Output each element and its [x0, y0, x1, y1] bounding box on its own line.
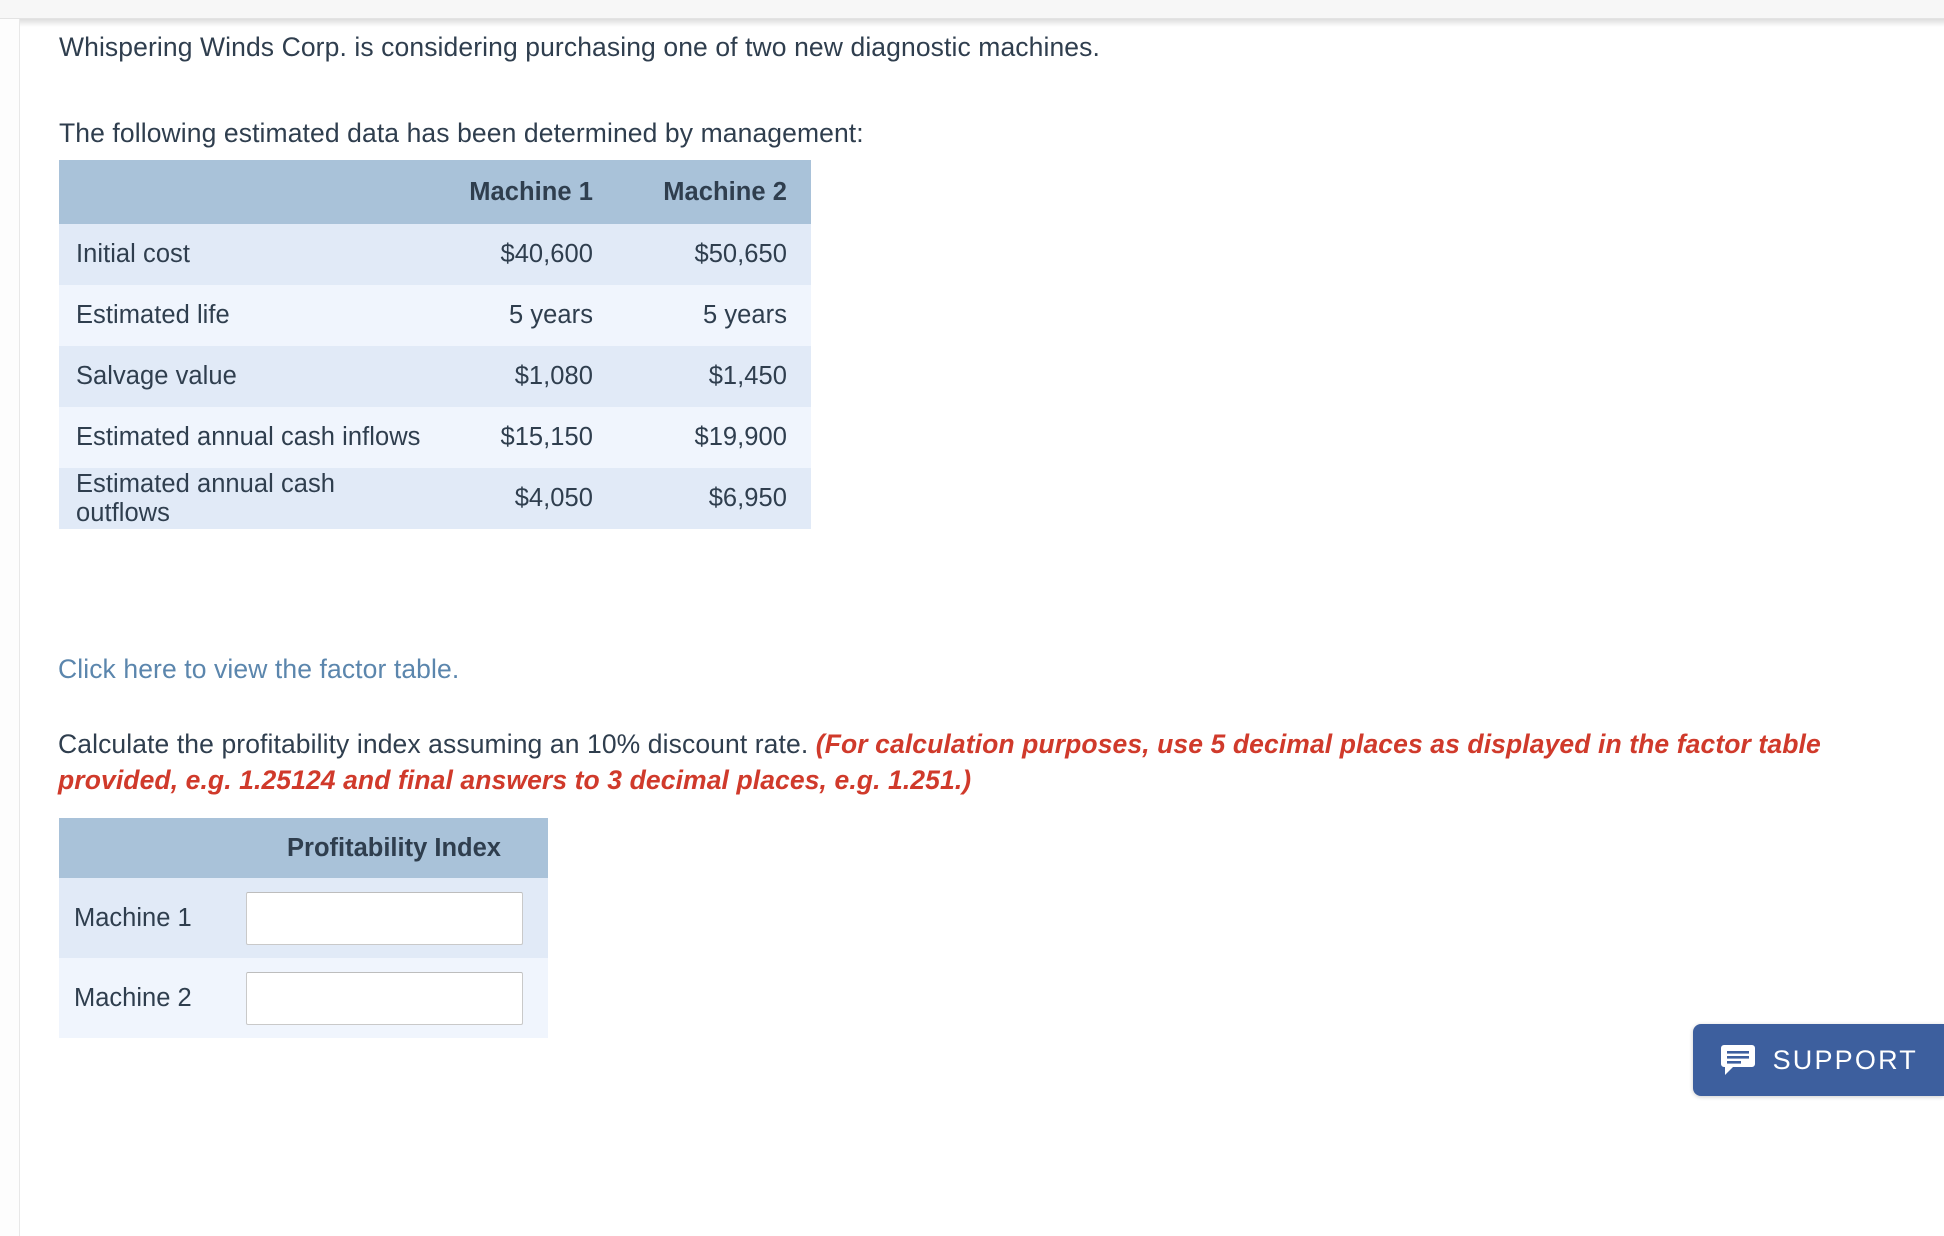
estimated-data-table: Machine 1 Machine 2 Initial cost $40,600…: [59, 160, 811, 529]
row-value-cash-inflows-m2: $19,900: [694, 423, 787, 451]
support-label: SUPPORT: [1772, 1044, 1918, 1075]
instruction-black-text: Calculate the profitability index assumi…: [58, 729, 816, 759]
answer-cell-machine-2: [246, 958, 548, 1038]
factor-table-link[interactable]: Click here to view the factor table.: [58, 654, 460, 684]
row-value-salvage-value-m1: $1,080: [514, 362, 593, 390]
data-table-header-row: Machine 1 Machine 2: [59, 160, 811, 224]
data-table-header-machine-1: Machine 1: [469, 177, 593, 206]
answer-label-machine-1: Machine 1: [74, 903, 192, 932]
browser-top-strip: [0, 0, 1944, 19]
left-gutter: [0, 19, 20, 1236]
table-row: Initial cost $40,600 $50,650: [59, 224, 811, 285]
profitability-index-input-machine-1[interactable]: [246, 891, 523, 945]
answer-label-machine-2: Machine 2: [74, 983, 192, 1012]
table-row: Estimated annual cash inflows $15,150 $1…: [59, 407, 811, 468]
table-row: Salvage value $1,080 $1,450: [59, 346, 811, 407]
support-tab-button[interactable]: SUPPORT: [1692, 1024, 1944, 1096]
row-value-estimated-life-m1: 5 years: [509, 301, 593, 329]
row-label-salvage-value: Salvage value: [76, 362, 237, 390]
answer-table-header-blank: [59, 818, 246, 878]
answer-cell-machine-1: [246, 878, 548, 958]
row-value-estimated-life-m2: 5 years: [703, 301, 787, 329]
profitability-index-input-machine-2[interactable]: [246, 971, 523, 1025]
row-label-initial-cost: Initial cost: [76, 240, 190, 268]
row-label-cash-inflows: Estimated annual cash inflows: [76, 423, 421, 451]
row-value-salvage-value-m2: $1,450: [708, 362, 787, 390]
row-label-estimated-life: Estimated life: [76, 301, 230, 329]
intro-line-1: Whispering Winds Corp. is considering pu…: [59, 32, 1100, 62]
row-value-cash-inflows-m1: $15,150: [500, 423, 593, 451]
answer-row-machine-1: Machine 1: [59, 878, 548, 958]
table-row: Estimated annual cash outflows $4,050 $6…: [59, 468, 811, 529]
chat-bubble-icon: [1720, 1045, 1755, 1075]
question-content-area: Whispering Winds Corp. is considering pu…: [21, 19, 1944, 1236]
table-row: Estimated life 5 years 5 years: [59, 285, 811, 346]
intro-line-2: The following estimated data has been de…: [59, 118, 864, 148]
row-value-cash-outflows-m2: $6,950: [708, 484, 787, 512]
answer-table-header-row: Profitability Index: [59, 818, 548, 878]
answer-row-machine-2: Machine 2: [59, 958, 548, 1038]
answer-table-header-profitability-index: Profitability Index: [246, 818, 548, 878]
profitability-index-answer-table: Profitability Index Machine 1 Machine 2: [59, 818, 548, 1038]
row-value-initial-cost-m2: $50,650: [694, 240, 787, 268]
row-label-cash-outflows: Estimated annual cash outflows: [76, 469, 336, 527]
data-table-header-machine-2: Machine 2: [663, 177, 787, 206]
row-value-cash-outflows-m1: $4,050: [514, 484, 593, 512]
data-table-header-blank: [59, 160, 423, 224]
instruction-text: Calculate the profitability index assumi…: [58, 726, 1933, 799]
instruction-red-note: (For calculation purposes, use 5 decimal…: [58, 729, 1821, 796]
row-value-initial-cost-m1: $40,600: [500, 240, 593, 268]
